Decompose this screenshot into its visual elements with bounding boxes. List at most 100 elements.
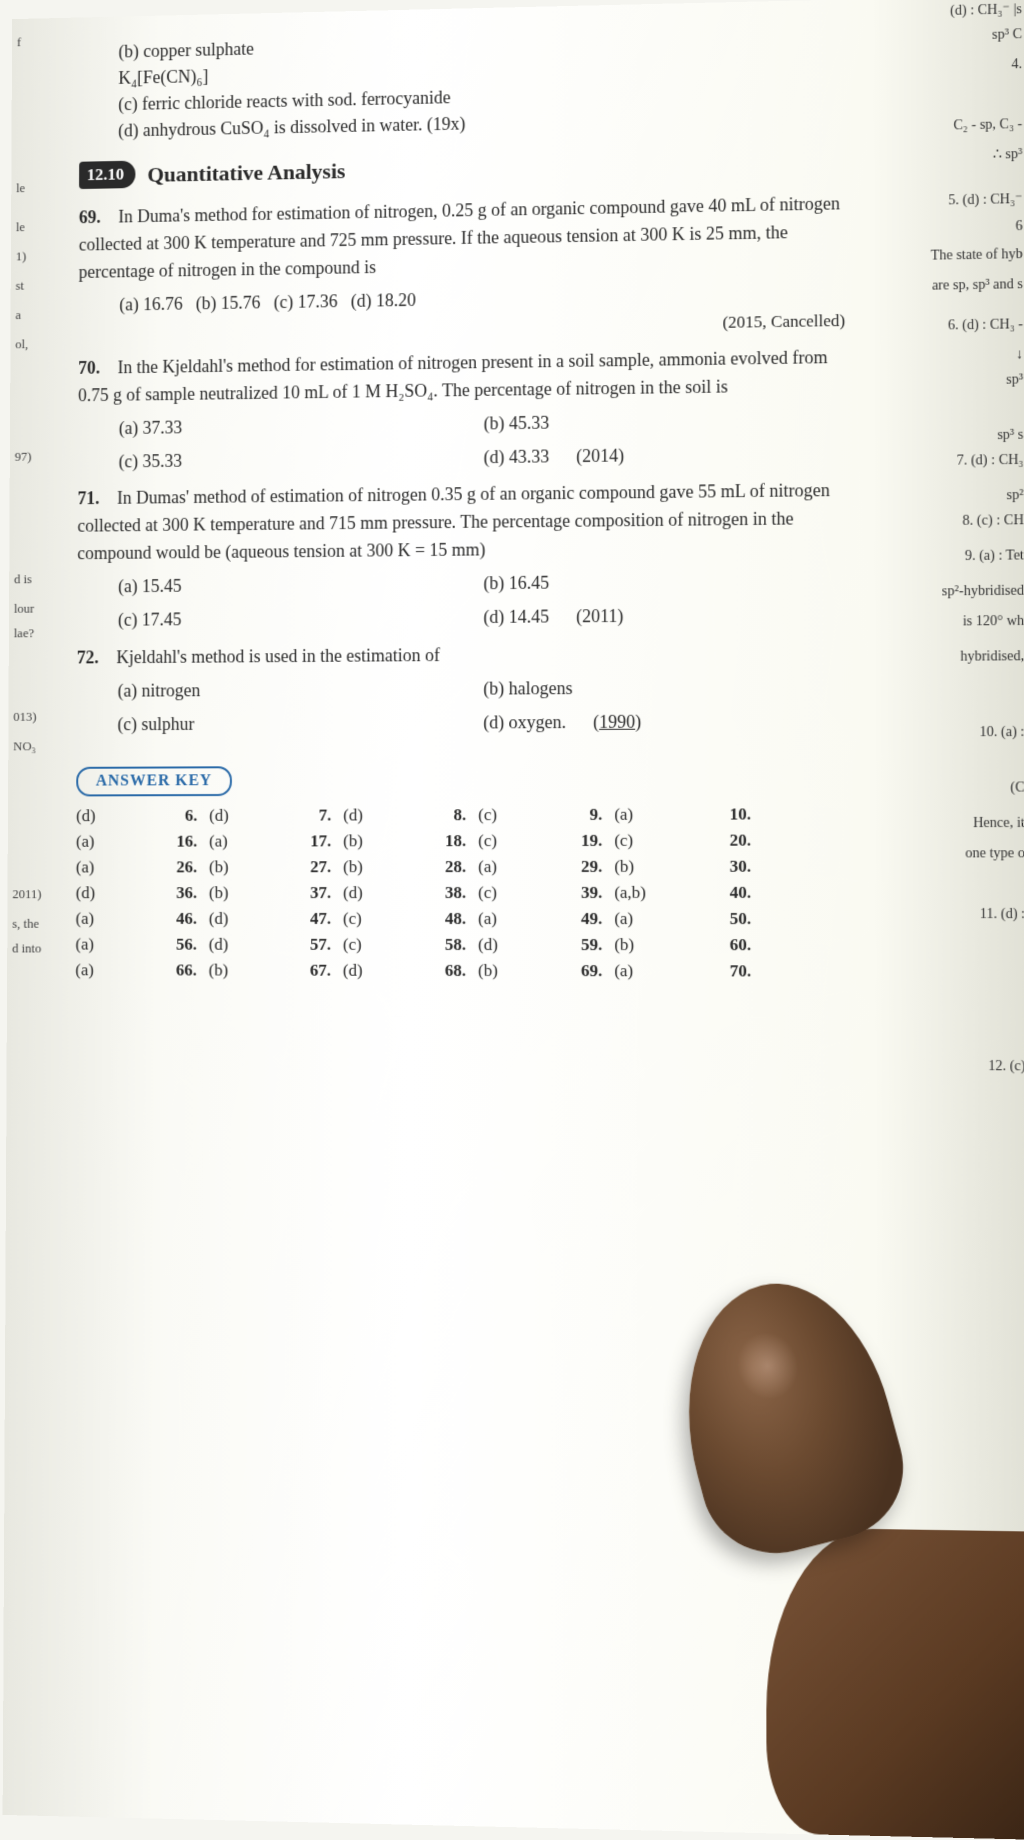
- option-a: (a) 16.76: [119, 294, 182, 315]
- left-margin-notes: flele1)staol,97)d islourlae?013)NO₃2011)…: [12, 18, 65, 19]
- answer-num: 48.: [410, 909, 466, 929]
- hand-fingers: [766, 1527, 1024, 1839]
- answer-letter: (a): [478, 909, 533, 929]
- answer-num: 47.: [275, 909, 331, 929]
- answer-num: 10.: [694, 804, 751, 824]
- margin-note: sp²-hybridised: [942, 582, 1024, 602]
- margin-note: Hence, it: [973, 814, 1024, 834]
- answer-letter: (b): [209, 883, 263, 903]
- margin-note: 1): [16, 243, 27, 271]
- answer-key-grid: (d)6.(d)7.(d)8.(c)9.(a)10.(a)16.(a)17.(b…: [75, 804, 751, 981]
- answer-letter: (d): [343, 883, 398, 903]
- answer-letter: (d): [76, 883, 130, 903]
- option-a: (a) nitrogen: [118, 676, 484, 706]
- answer-letter: (d): [76, 806, 130, 826]
- answer-letter: (c): [343, 934, 398, 954]
- answer-letter: (c): [478, 805, 533, 825]
- option-a: (a) 37.33: [119, 410, 484, 442]
- q-text: Kjeldahl's method is used in the estimat…: [116, 645, 440, 667]
- answer-num: 58.: [410, 935, 466, 955]
- margin-note: 7. (d) : CH₃: [957, 451, 1024, 471]
- answer-num: 9.: [545, 804, 602, 824]
- answer-num: 68.: [410, 960, 466, 980]
- answer-num: 19.: [545, 830, 602, 850]
- answer-letter: (b): [209, 960, 264, 980]
- option-d: (d) oxygen. (1990): [483, 707, 856, 737]
- margin-note: C₂ - sp, C₃ -: [953, 115, 1022, 136]
- answer-letter: (a): [209, 831, 263, 851]
- answer-letter: (b): [343, 857, 398, 877]
- answer-num: 27.: [275, 857, 331, 877]
- answer-num: 67.: [275, 960, 331, 980]
- option-c: (c) sulphur: [117, 709, 483, 738]
- q-text: In the Kjeldahl's method for estimation …: [78, 347, 828, 405]
- hand-thumb: [654, 1263, 919, 1569]
- answer-letter: (b): [614, 935, 682, 955]
- option-c: (c) 35.33: [119, 444, 484, 476]
- answer-letter: (a): [614, 909, 682, 929]
- answer-letter: (d): [209, 805, 263, 825]
- answer-letter: (b): [478, 961, 533, 981]
- option-d: (d) 18.20: [351, 290, 416, 311]
- answer-num: 30.: [694, 856, 751, 876]
- margin-note: 6: [1016, 217, 1023, 237]
- top-options: (b) copper sulphateK₄[Fe(CN)₆](c) ferric…: [79, 25, 855, 142]
- answer-num: 18.: [410, 831, 466, 851]
- margin-note: is 120° wh: [963, 612, 1024, 632]
- margin-note: (d) : CH₃⁻ |s: [950, 0, 1022, 21]
- answer-letter: (a): [76, 831, 130, 851]
- margin-note: f: [17, 29, 21, 57]
- answer-num: 8.: [410, 805, 466, 825]
- q-num: 71.: [78, 486, 113, 514]
- margin-note: 97): [15, 443, 32, 471]
- margin-note: d is: [14, 566, 32, 594]
- answer-num: 70.: [694, 961, 751, 981]
- margin-note: 2011): [12, 880, 41, 908]
- option-b: (b) 16.45: [483, 567, 856, 598]
- answer-num: 50.: [694, 909, 751, 929]
- answer-num: 49.: [545, 909, 602, 929]
- margin-note: ol,: [15, 331, 28, 359]
- answer-letter: (a): [614, 961, 682, 981]
- answer-letter: (a,b): [614, 882, 681, 902]
- margin-note: hybridised,: [960, 647, 1024, 667]
- answer-num: 36.: [141, 883, 197, 903]
- question-69: 69. In Duma's method for estimation of n…: [78, 190, 855, 345]
- option-c: (c) 17.45: [118, 604, 484, 634]
- margin-note: sp³: [1006, 370, 1023, 390]
- question-71: 71. In Dumas' method of estimation of ni…: [77, 477, 856, 635]
- answer-letter: (d): [209, 934, 264, 954]
- margin-note: 10. (a) :: [980, 723, 1024, 743]
- margin-note: 9. (a) : Tet: [965, 546, 1024, 566]
- answer-letter: (b): [209, 857, 263, 877]
- answer-letter: (c): [478, 883, 533, 903]
- option-d: (d) 43.33 (2014): [484, 439, 856, 471]
- answer-num: 59.: [545, 935, 602, 955]
- answer-num: 39.: [545, 883, 602, 903]
- answer-letter: (d): [343, 960, 398, 980]
- option-c: (c) 17.36: [274, 291, 338, 312]
- q-text: In Dumas' method of estimation of nitrog…: [77, 481, 830, 564]
- answer-letter: (c): [614, 830, 681, 850]
- margin-note: one type o: [965, 844, 1024, 864]
- margin-note: lae?: [14, 619, 34, 647]
- q-num: 72.: [77, 644, 112, 672]
- answer-letter: (c): [343, 909, 398, 929]
- margin-note: a: [15, 301, 21, 329]
- answer-letter: (a): [75, 934, 129, 954]
- q-num: 69.: [79, 204, 114, 232]
- margin-note: ↓: [1016, 345, 1023, 365]
- answer-num: 60.: [694, 935, 751, 955]
- margin-note: le: [16, 213, 25, 241]
- answer-key-header: ANSWER KEY: [76, 766, 232, 796]
- answer-num: 66.: [141, 960, 197, 980]
- answer-num: 37.: [275, 883, 331, 903]
- option-d: (d) 14.45 (2011): [483, 601, 856, 632]
- answer-num: 26.: [142, 857, 198, 877]
- answer-num: 17.: [275, 831, 331, 851]
- margin-note: ∴ sp³: [993, 145, 1023, 165]
- question-72: 72. Kjeldahl's method is used in the est…: [76, 639, 856, 739]
- margin-note: (C: [1010, 778, 1024, 798]
- answer-letter: (a): [75, 960, 129, 980]
- answer-letter: (a): [478, 857, 533, 877]
